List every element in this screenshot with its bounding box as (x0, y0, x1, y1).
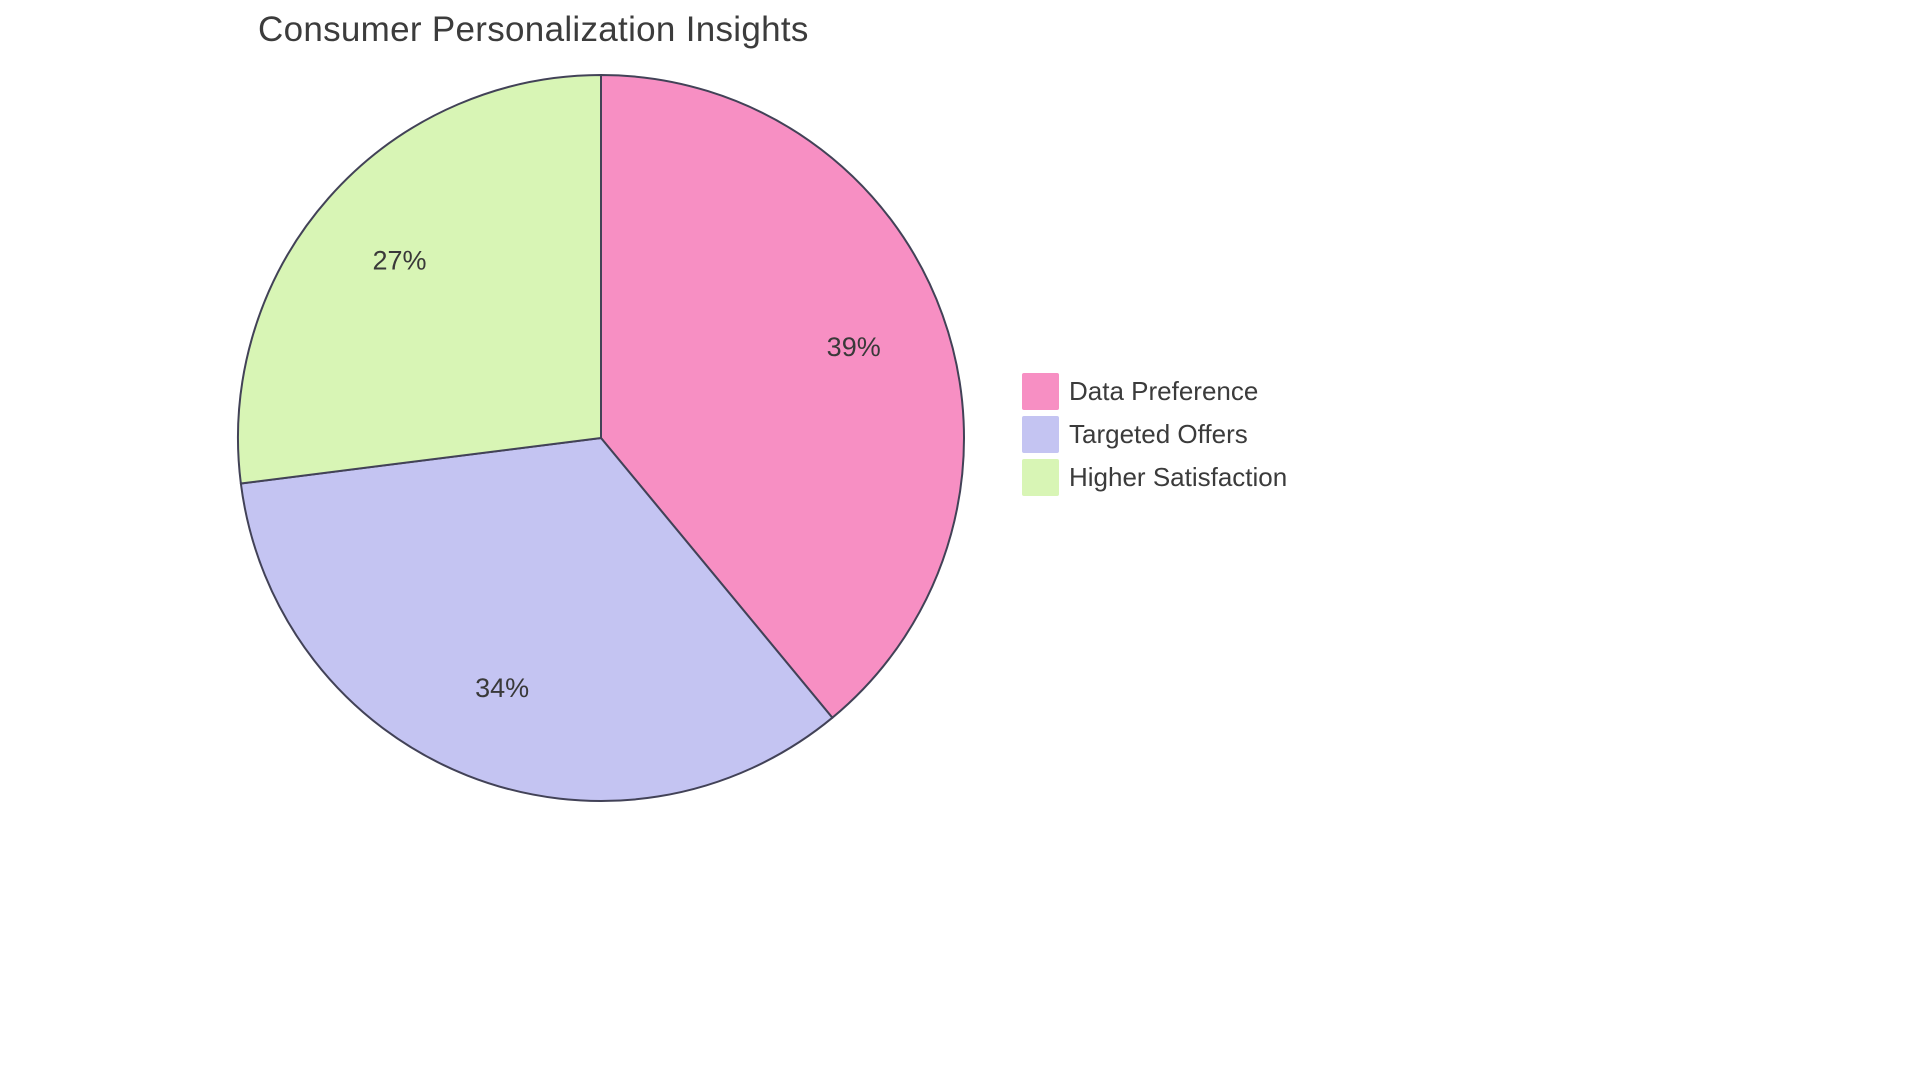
pie-slice-targeted-offers (239, 437, 834, 802)
legend-label: Data Preference (1069, 376, 1259, 406)
slice-percent-label: 27% (372, 245, 426, 275)
pie-slice-higher-satisfaction (237, 74, 602, 485)
legend-label: Higher Satisfaction (1069, 462, 1288, 492)
legend-item: Targeted Offers (1022, 416, 1287, 453)
legend-item: Data Preference (1022, 373, 1287, 410)
chart-legend: Data Preference Targeted Offers Higher Sat… (1022, 373, 1287, 496)
legend-swatch (1022, 416, 1059, 453)
legend-swatch (1022, 459, 1059, 496)
legend-item: Higher Satisfaction (1022, 459, 1287, 496)
slice-percent-label: 34% (475, 673, 529, 703)
legend-label: Targeted Offers (1069, 419, 1248, 449)
pie-slice-data-preference (600, 74, 965, 719)
chart-title: Consumer Personalization Insights (258, 10, 809, 49)
legend-swatch (1022, 373, 1059, 410)
slice-percent-label: 39% (827, 332, 881, 362)
